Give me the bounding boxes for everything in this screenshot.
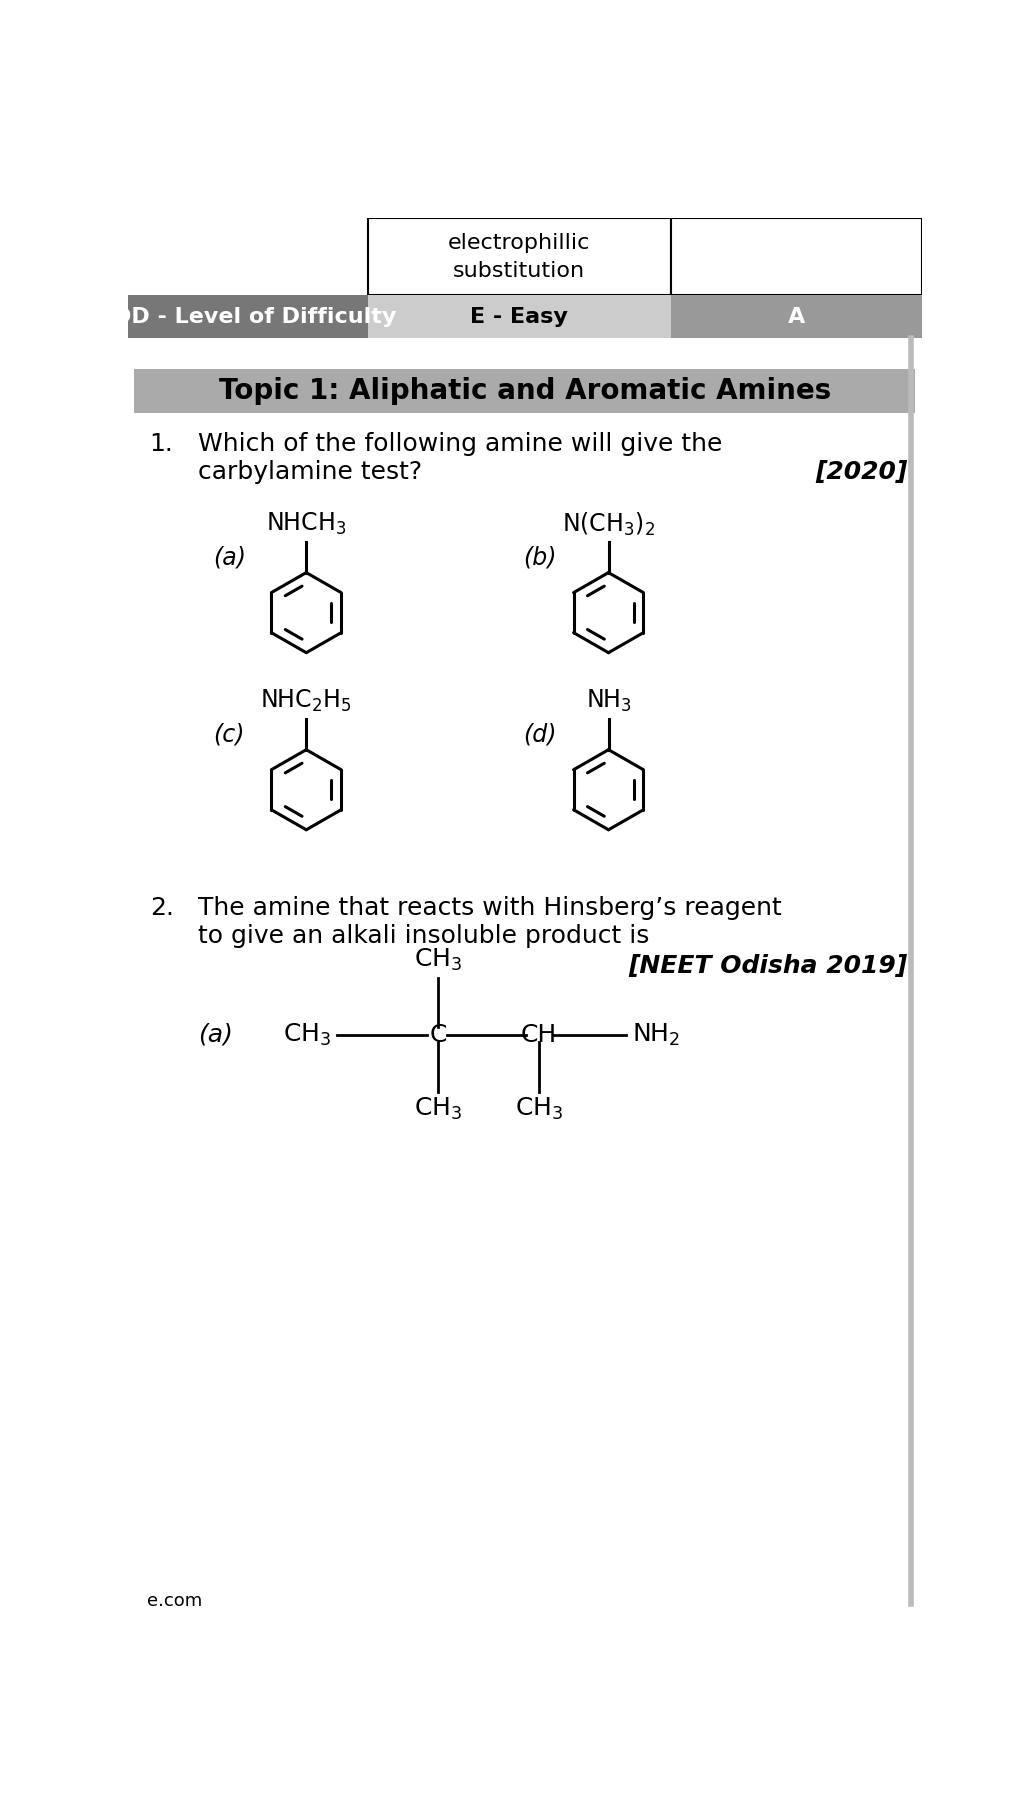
Bar — [369, 295, 671, 339]
Text: NH$_3$: NH$_3$ — [586, 688, 632, 713]
Text: NHCH$_3$: NHCH$_3$ — [266, 511, 346, 537]
Text: A: A — [787, 306, 805, 326]
Bar — [134, 368, 915, 413]
Text: CH$_3$: CH$_3$ — [414, 1096, 462, 1123]
Text: E - Easy: E - Easy — [470, 306, 568, 326]
Text: CH: CH — [520, 1023, 557, 1046]
Text: (a): (a) — [198, 1023, 232, 1046]
Bar — [128, 295, 369, 339]
Text: Topic 1: Aliphatic and Aromatic Amines: Topic 1: Aliphatic and Aromatic Amines — [219, 377, 830, 404]
Bar — [671, 218, 922, 295]
Text: (a): (a) — [213, 546, 246, 570]
Text: LOD - Level of Difficulty: LOD - Level of Difficulty — [99, 306, 397, 326]
Text: (d): (d) — [523, 723, 557, 746]
Bar — [671, 295, 922, 339]
Text: N(CH$_3$)$_2$: N(CH$_3$)$_2$ — [562, 511, 655, 539]
Text: C: C — [429, 1023, 446, 1046]
Text: NHC$_2$H$_5$: NHC$_2$H$_5$ — [260, 688, 352, 713]
Bar — [128, 218, 369, 295]
Text: NH$_2$: NH$_2$ — [632, 1021, 680, 1048]
Text: 2.: 2. — [150, 895, 174, 919]
Text: to give an alkali insoluble product is: to give an alkali insoluble product is — [198, 925, 649, 948]
Text: Which of the following amine will give the: Which of the following amine will give t… — [198, 433, 722, 457]
Text: (b): (b) — [523, 546, 557, 570]
Text: CH$_3$: CH$_3$ — [283, 1021, 331, 1048]
Text: CH$_3$: CH$_3$ — [414, 946, 462, 974]
Text: electrophillic
substitution: electrophillic substitution — [449, 233, 591, 280]
Text: [NEET Odisha 2019]: [NEET Odisha 2019] — [629, 954, 907, 977]
Text: CH$_3$: CH$_3$ — [515, 1096, 563, 1123]
Text: [2020]: [2020] — [815, 460, 907, 484]
Text: (c): (c) — [213, 723, 245, 746]
Text: e.com: e.com — [147, 1591, 203, 1609]
Text: 1.: 1. — [150, 433, 174, 457]
Text: The amine that reacts with Hinsberg’s reagent: The amine that reacts with Hinsberg’s re… — [198, 895, 781, 919]
Bar — [369, 218, 671, 295]
Text: carbylamine test?: carbylamine test? — [198, 460, 422, 484]
